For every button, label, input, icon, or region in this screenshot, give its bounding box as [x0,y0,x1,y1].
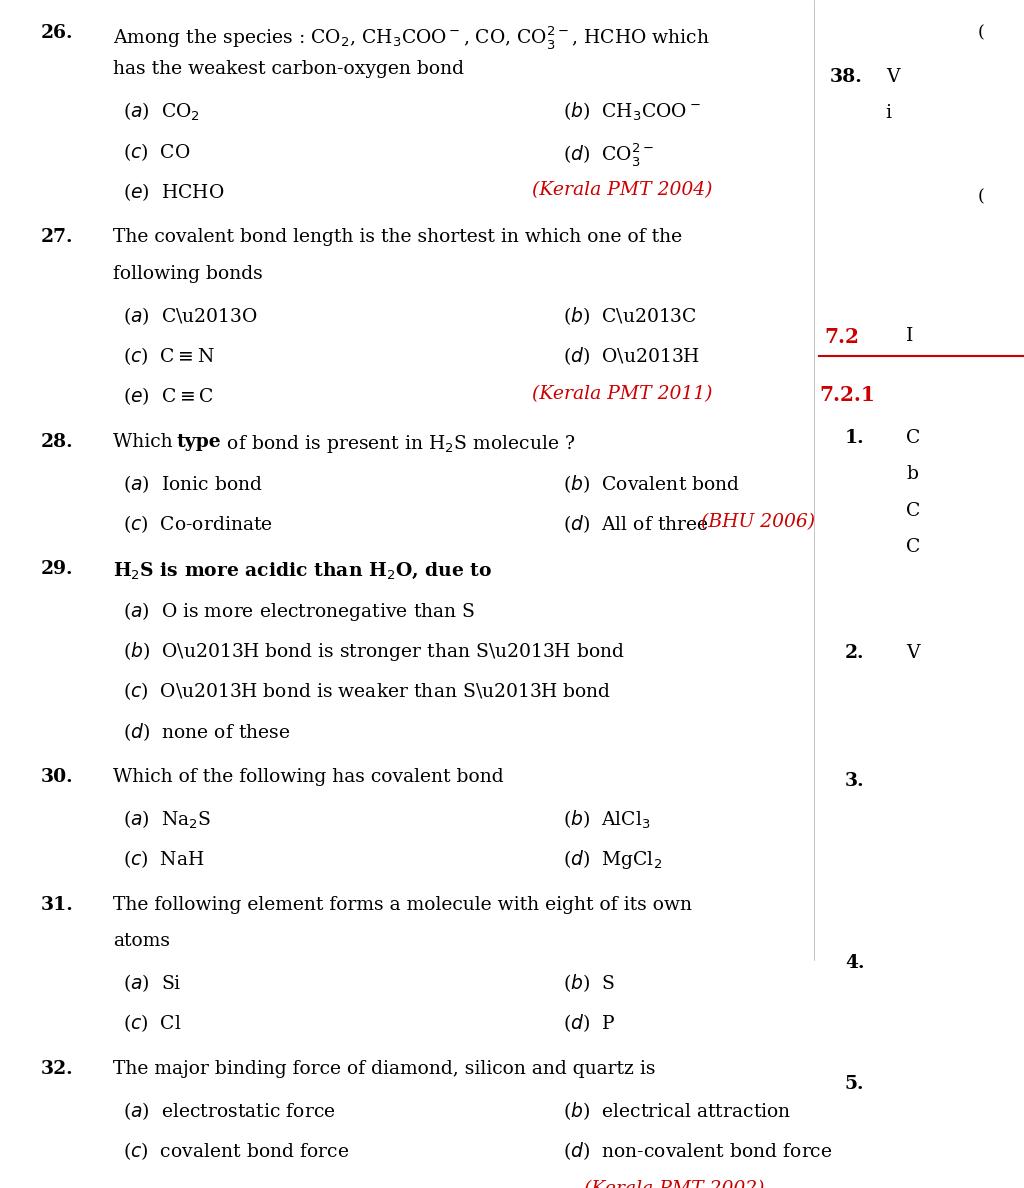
Text: following bonds: following bonds [113,265,262,283]
Text: ($a$)  Ionic bond: ($a$) Ionic bond [123,473,263,494]
Text: ($d$)  CO$_3^{2-}$: ($d$) CO$_3^{2-}$ [563,140,654,168]
Text: C: C [906,501,921,520]
Text: C: C [906,538,921,556]
Text: (BHU 2006): (BHU 2006) [701,513,815,531]
Text: 1.: 1. [845,429,864,447]
Text: ($d$)  P: ($d$) P [563,1012,615,1035]
Text: 2.: 2. [845,644,864,662]
Text: of bond is present in H$_2$S molecule ?: of bond is present in H$_2$S molecule ? [221,432,575,455]
Text: ($e$)  C$\equiv$C: ($e$) C$\equiv$C [123,385,214,407]
Text: ($b$)  Covalent bond: ($b$) Covalent bond [563,473,740,494]
Text: ($c$)  NaH: ($c$) NaH [123,848,205,871]
Text: 38.: 38. [829,68,862,86]
Text: ($d$)  O\u2013H: ($d$) O\u2013H [563,345,699,367]
Text: The following element forms a molecule with eight of its own: The following element forms a molecule w… [113,896,691,914]
Text: (Kerala PMT 2004): (Kerala PMT 2004) [532,181,713,198]
Text: ($a$)  Na$_2$S: ($a$) Na$_2$S [123,808,211,830]
Text: type: type [176,432,221,450]
Text: ($a$)  O is more electronegative than S: ($a$) O is more electronegative than S [123,600,475,624]
Text: ($e$)  HCHO: ($e$) HCHO [123,181,224,203]
Text: ($c$)  covalent bond force: ($c$) covalent bond force [123,1140,349,1162]
Text: ($b$)  CH$_3$COO$^-$: ($b$) CH$_3$COO$^-$ [563,101,700,122]
Text: ($b$)  C\u2013C: ($b$) C\u2013C [563,305,697,327]
Text: The covalent bond length is the shortest in which one of the: The covalent bond length is the shortest… [113,228,682,246]
Text: (: ( [978,24,985,42]
Text: 32.: 32. [41,1060,74,1078]
Text: ($a$)  CO$_2$: ($a$) CO$_2$ [123,101,200,122]
Text: 31.: 31. [41,896,74,914]
Text: atoms: atoms [113,933,170,950]
Text: ($d$)  All of three: ($d$) All of three [563,513,709,535]
Text: (Kerala PMT 2011): (Kerala PMT 2011) [532,385,713,403]
Text: ($b$)  O\u2013H bond is stronger than S\u2013H bond: ($b$) O\u2013H bond is stronger than S\u… [123,640,625,663]
Text: ($c$)  O\u2013H bond is weaker than S\u2013H bond: ($c$) O\u2013H bond is weaker than S\u20… [123,681,611,702]
Text: 7.2: 7.2 [824,327,859,347]
Text: b: b [906,466,919,484]
Text: (: ( [978,188,985,206]
Text: ($b$)  AlCl$_3$: ($b$) AlCl$_3$ [563,808,651,830]
Text: i: i [886,105,892,122]
Text: ($b$)  electrical attraction: ($b$) electrical attraction [563,1100,792,1121]
Text: ($c$)  CO: ($c$) CO [123,140,190,163]
Text: ($c$)  Co-ordinate: ($c$) Co-ordinate [123,513,272,535]
Text: H$_2$S is more acidic than H$_2$O, due to: H$_2$S is more acidic than H$_2$O, due t… [113,561,492,581]
Text: ($c$)  C$\equiv$N: ($c$) C$\equiv$N [123,345,215,367]
Text: Among the species : CO$_2$, CH$_3$COO$^-$, CO, CO$_3^{2-}$, HCHO which: Among the species : CO$_2$, CH$_3$COO$^-… [113,24,710,51]
Text: ($d$)  none of these: ($d$) none of these [123,721,291,742]
Text: ($a$)  Si: ($a$) Si [123,973,181,994]
Text: ($a$)  electrostatic force: ($a$) electrostatic force [123,1100,336,1121]
Text: 30.: 30. [41,769,74,786]
Text: 5.: 5. [845,1075,864,1093]
Text: C: C [906,429,921,447]
Text: ($a$)  C\u2013O: ($a$) C\u2013O [123,305,258,327]
Text: 27.: 27. [41,228,74,246]
Text: 26.: 26. [41,24,74,42]
Text: 3.: 3. [845,772,864,790]
Text: The major binding force of diamond, silicon and quartz is: The major binding force of diamond, sili… [113,1060,655,1078]
Text: 7.2.1: 7.2.1 [819,385,876,405]
Text: 4.: 4. [845,954,864,972]
Text: (Kerala PMT 2002): (Kerala PMT 2002) [584,1181,764,1188]
Text: ($d$)  non-covalent bond force: ($d$) non-covalent bond force [563,1140,833,1162]
Text: I: I [906,327,913,345]
Text: ($b$)  S: ($b$) S [563,973,615,994]
Text: V: V [886,68,899,86]
Text: 29.: 29. [41,561,74,579]
Text: ($c$)  Cl: ($c$) Cl [123,1012,181,1035]
Text: Which: Which [113,432,178,450]
Text: has the weakest carbon-oxygen bond: has the weakest carbon-oxygen bond [113,61,464,78]
Text: Which of the following has covalent bond: Which of the following has covalent bond [113,769,503,786]
Text: ($d$)  MgCl$_2$: ($d$) MgCl$_2$ [563,848,663,872]
Text: 28.: 28. [41,432,74,450]
Text: V: V [906,644,920,662]
